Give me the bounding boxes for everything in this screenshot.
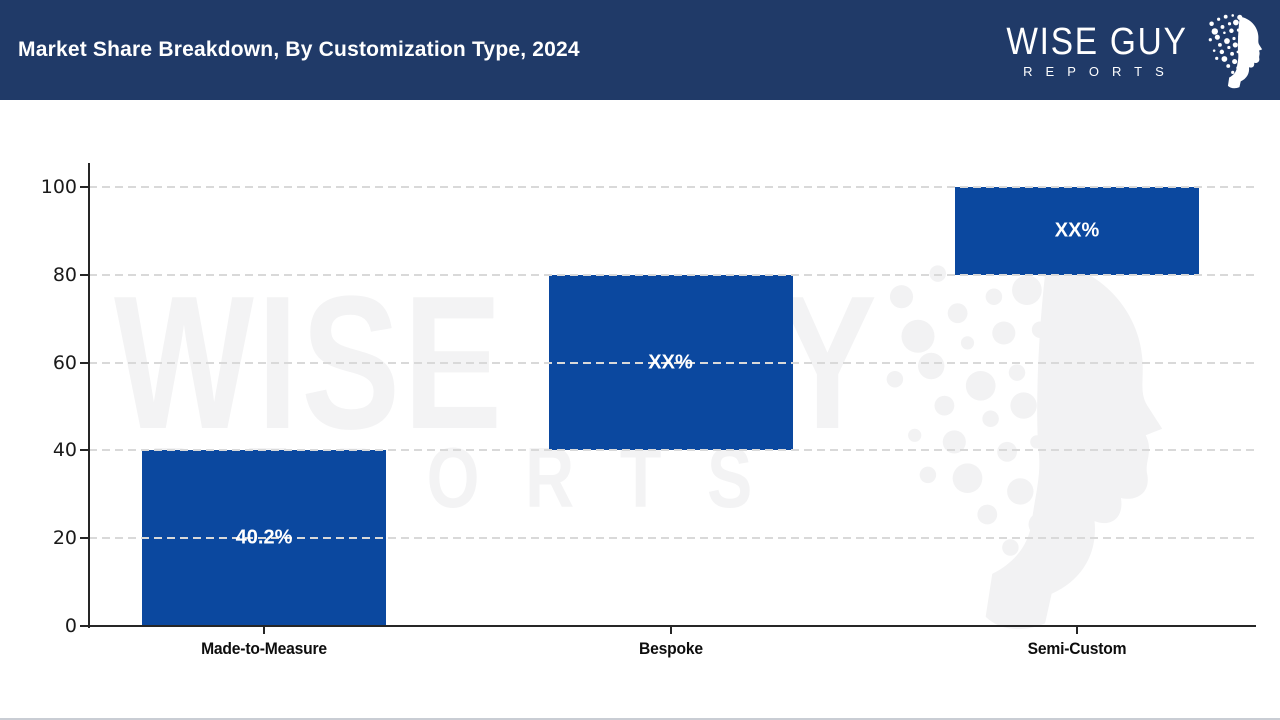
x-axis-spine <box>88 625 1256 627</box>
y-axis-tick-label: 0 <box>64 615 77 637</box>
y-axis-tick <box>80 625 89 627</box>
y-axis-tick-label: 40 <box>52 439 77 462</box>
category-label: Semi-Custom <box>1027 639 1127 658</box>
x-axis-tick <box>263 627 265 634</box>
logo-wiseguy-text: WISE GUY <box>1006 20 1188 63</box>
y-axis-tick-label: 20 <box>52 527 77 550</box>
gridline-60 <box>89 361 1256 364</box>
wiseguy-face-icon <box>1202 9 1266 91</box>
y-axis-tick <box>80 537 89 540</box>
gridline-80 <box>89 273 1256 276</box>
y-axis-tick-label: 100 <box>40 176 77 198</box>
logo-reports-text: REPORTS <box>1023 63 1177 79</box>
bar-value-label: XX% <box>648 351 693 374</box>
y-axis-tick <box>80 361 89 364</box>
category-label: Made-to-Measure <box>201 639 327 658</box>
y-axis-tick <box>80 186 89 188</box>
y-axis-tick-label: 60 <box>52 351 77 374</box>
watermark-face-icon <box>852 232 1182 632</box>
y-axis-tick-label: 80 <box>52 263 77 286</box>
bar-value-label: 40.2% <box>235 526 293 549</box>
x-axis-tick <box>669 627 672 634</box>
y-axis-spine <box>88 163 90 628</box>
bottom-edge-rule <box>0 718 1280 720</box>
x-axis-tick <box>1076 627 1078 634</box>
wiseguy-logo: WISE GUY REPORTS <box>994 9 1266 91</box>
gridline-100 <box>89 186 1256 188</box>
gridline-40 <box>89 449 1256 452</box>
y-axis-tick <box>80 273 89 276</box>
gridline-20 <box>89 537 1256 540</box>
category-label: Bespoke <box>638 639 703 658</box>
header-bar: Market Share Breakdown, By Customization… <box>0 0 1280 100</box>
bar-value-label: XX% <box>1054 219 1100 242</box>
y-axis-tick <box>80 449 89 452</box>
chart-title: Market Share Breakdown, By Customization… <box>18 38 580 61</box>
bar-semi-custom <box>955 187 1199 275</box>
